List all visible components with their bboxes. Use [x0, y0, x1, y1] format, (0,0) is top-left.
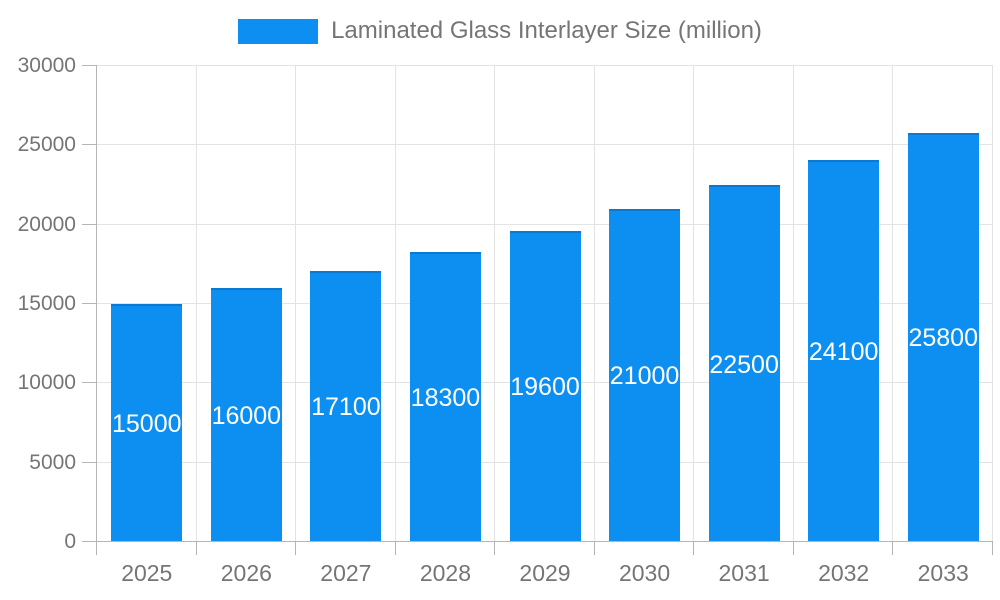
y-tick-mark	[82, 303, 97, 304]
x-axis-tick-label: 2025	[121, 560, 173, 586]
x-axis-tick-label: 2027	[320, 560, 372, 586]
x-tick-mark	[593, 542, 595, 555]
bar-2027[interactable]: 17100	[310, 270, 382, 542]
x-tick-mark	[394, 542, 396, 555]
y-tick-mark	[82, 223, 97, 225]
x-gridline	[693, 66, 695, 542]
x-tick-mark	[792, 542, 794, 555]
bar-value-label: 17100	[311, 393, 381, 422]
legend: Laminated Glass Interlayer Size (million…	[0, 16, 1000, 46]
bar-value-label: 21000	[609, 362, 680, 391]
y-gridline	[97, 223, 993, 225]
x-tick-mark	[494, 542, 496, 555]
x-tick-mark	[892, 542, 894, 555]
x-gridline	[295, 66, 297, 542]
y-axis-line	[96, 66, 97, 555]
bar-2028[interactable]: 18300	[409, 251, 481, 542]
y-tick-mark	[82, 65, 97, 66]
x-axis-tick-label: 2030	[618, 560, 671, 586]
bar-value-label: 18300	[410, 383, 481, 412]
legend-series-label: Laminated Glass Interlayer Size (million…	[331, 17, 762, 44]
y-gridline	[97, 65, 993, 66]
y-tick-mark	[82, 461, 97, 463]
y-gridline	[97, 144, 993, 146]
bar-2031[interactable]: 22500	[708, 185, 780, 542]
x-tick-mark	[693, 542, 695, 555]
y-axis-tick-label: 15000	[17, 292, 76, 315]
x-gridline	[494, 66, 496, 542]
x-axis-tick-label: 2028	[419, 560, 472, 586]
y-axis-tick-label: 25000	[17, 133, 76, 157]
bar-2033[interactable]: 25800	[907, 132, 979, 542]
x-gridline	[195, 66, 197, 542]
bar-value-label: 24100	[808, 337, 879, 366]
bar-value-label: 15000	[112, 410, 182, 438]
x-axis-tick-label: 2029	[519, 560, 571, 586]
x-tick-mark	[195, 542, 197, 555]
x-gridline	[892, 66, 894, 542]
legend-swatch[interactable]	[238, 18, 319, 44]
x-gridline	[593, 66, 595, 542]
bar-2029[interactable]: 19600	[509, 231, 581, 542]
x-gridline	[992, 66, 993, 542]
x-axis-tick-label: 2033	[917, 560, 969, 586]
x-tick-mark	[992, 542, 993, 555]
y-axis-tick-label: 20000	[17, 212, 76, 236]
y-axis-tick-label: 5000	[29, 450, 76, 474]
bar-value-label: 22500	[709, 350, 779, 379]
bar-2032[interactable]: 24100	[808, 159, 880, 542]
x-tick-mark	[295, 542, 297, 555]
y-axis-tick-label: 0	[64, 530, 76, 553]
bar-2025[interactable]: 15000	[111, 304, 183, 542]
y-axis-tick-label: 30000	[17, 54, 76, 77]
bar-2026[interactable]: 16000	[210, 288, 282, 542]
x-axis-tick-label: 2031	[718, 560, 770, 586]
bar-2030[interactable]: 21000	[609, 208, 681, 542]
x-axis-tick-label: 2026	[220, 560, 272, 586]
bar-value-label: 19600	[510, 373, 580, 402]
x-axis-line	[82, 541, 993, 542]
bar-value-label: 16000	[211, 402, 282, 431]
y-axis-tick-label: 10000	[17, 371, 76, 395]
x-gridline	[394, 66, 396, 542]
x-axis-tick-label: 2032	[818, 560, 870, 586]
x-gridline	[792, 66, 794, 542]
y-tick-mark	[82, 144, 97, 146]
y-tick-mark	[82, 382, 97, 384]
bar-value-label: 25800	[908, 324, 978, 353]
